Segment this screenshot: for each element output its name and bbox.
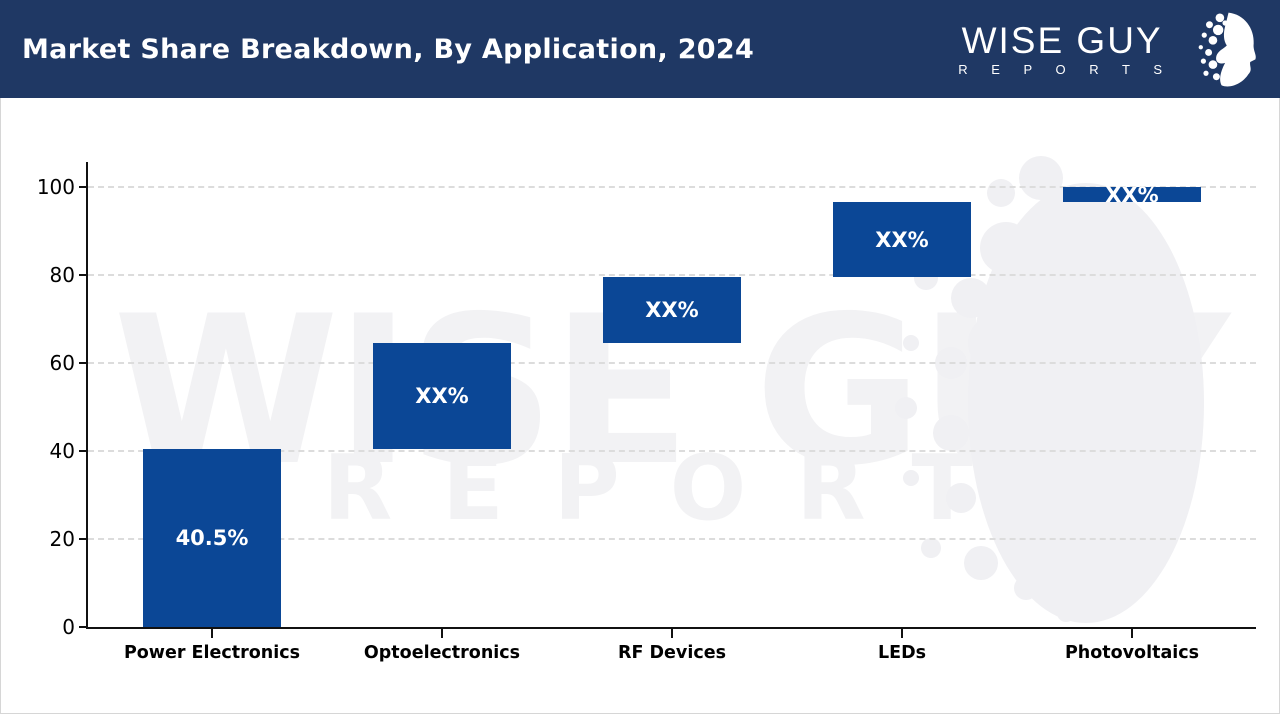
chart-area: WISE GUY REPORTS 0 20 40 60 80 100 40.5% Power … — [0, 98, 1280, 714]
y-tick-label-80: 80 — [49, 263, 75, 287]
x-axis-label-power-electronics: Power Electronics — [123, 643, 301, 663]
gridline-80 — [88, 274, 1256, 276]
x-axis-label-rf-devices: RF Devices — [618, 643, 726, 663]
header-bar: Market Share Breakdown, By Application, … — [0, 0, 1280, 98]
y-tick-label-0: 0 — [62, 615, 75, 639]
logo-title: WISE GUY — [961, 19, 1163, 61]
y-tick-60 — [79, 362, 88, 364]
y-tick-label-60: 60 — [49, 351, 75, 375]
bar-value-label: XX% — [875, 227, 929, 252]
y-tick-0 — [79, 626, 88, 628]
bar-value-label: XX% — [415, 383, 469, 408]
logo-face-icon — [1198, 12, 1256, 87]
x-axis-label-optoelectronics: Optoelectronics — [363, 643, 521, 663]
gridline-20 — [88, 538, 1256, 540]
bar-value-label: 40.5% — [175, 525, 249, 550]
y-tick-20 — [79, 538, 88, 540]
page-title: Market Share Breakdown, By Application, … — [22, 33, 755, 65]
x-tick-power-electronics — [211, 629, 213, 638]
y-tick-label-20: 20 — [49, 527, 75, 551]
wiseguy-logo: WISE GUY R E P O R T S — [952, 9, 1258, 89]
y-tick-label-100: 100 — [36, 175, 75, 199]
bar-optoelectronics: XX% — [373, 343, 511, 449]
x-tick-leds — [901, 629, 903, 638]
bar-value-label: XX% — [645, 298, 699, 323]
logo-wordmark: WISE GUY R E P O R T S — [952, 22, 1172, 77]
y-tick-40 — [79, 450, 88, 452]
y-tick-label-40: 40 — [49, 439, 75, 463]
logo-subtitle: R E P O R T S — [958, 61, 1172, 77]
x-axis-label-leds: LEDs — [877, 643, 927, 663]
x-tick-photovoltaics — [1131, 629, 1133, 638]
bar-photovoltaics: XX% — [1063, 183, 1201, 207]
bar-rf-devices: XX% — [603, 277, 741, 344]
y-tick-100 — [79, 186, 88, 188]
bar-value-label: XX% — [1105, 182, 1159, 207]
x-axis-label-photovoltaics: Photovoltaics — [1064, 643, 1200, 663]
gridline-40 — [88, 450, 1256, 452]
x-axis-line — [86, 627, 1256, 629]
bar-power-electronics: 40.5% — [143, 448, 281, 627]
y-axis-line — [86, 162, 88, 629]
x-tick-optoelectronics — [441, 629, 443, 638]
gridline-100 — [88, 186, 1256, 188]
gridline-60 — [88, 362, 1256, 364]
x-tick-rf-devices — [671, 629, 673, 638]
y-tick-80 — [79, 274, 88, 276]
bar-leds: XX% — [833, 202, 971, 278]
